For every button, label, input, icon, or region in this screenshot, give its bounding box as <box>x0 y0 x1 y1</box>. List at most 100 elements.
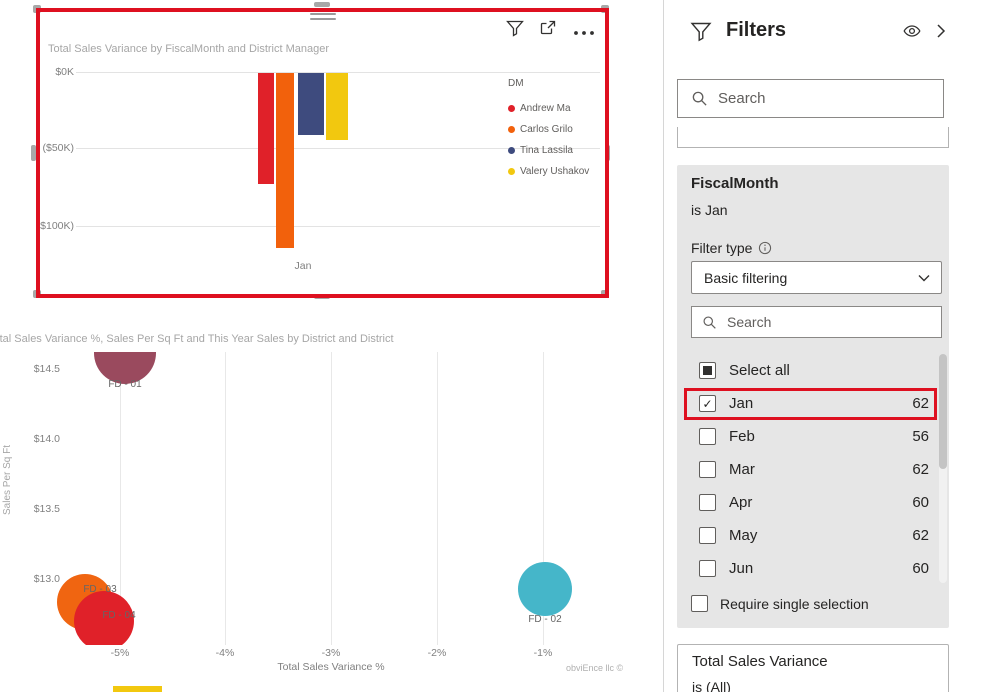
option-count: 60 <box>912 560 929 577</box>
option-label: Jun <box>729 560 754 577</box>
filter-option-list: Select all ✓ Jan 62 Feb 56 Mar 62 Apr 60 May 62 Jun 6… <box>691 354 935 583</box>
y-axis-tick: $0K <box>55 66 74 78</box>
selection-handle[interactable] <box>314 2 330 7</box>
filters-funnel-icon <box>689 19 713 48</box>
legend-label: Valery Ushakov <box>520 166 590 177</box>
option-label: Feb <box>729 428 755 445</box>
option-label: Select all <box>729 362 790 379</box>
require-single-selection-row[interactable]: Require single selection <box>691 595 869 612</box>
selection-handle[interactable] <box>601 5 609 13</box>
bubble-label: FD - 01 <box>108 379 142 390</box>
filter-type-dropdown[interactable]: Basic filtering <box>691 261 942 294</box>
search-icon <box>692 91 707 106</box>
bar-tina-lassila[interactable] <box>298 73 324 135</box>
filters-search-box <box>677 79 944 118</box>
chevron-down-icon <box>918 274 930 281</box>
y-axis-tick: ($100K) <box>36 220 74 232</box>
apr-checkbox[interactable] <box>699 494 716 511</box>
gridline <box>76 72 600 73</box>
chart-legend: DM Andrew Ma Carlos Grilo Tina Lassila Vale… <box>508 78 604 182</box>
visual-filter-icon[interactable] <box>505 18 525 43</box>
gridline <box>437 352 438 645</box>
bubble-fd-04[interactable] <box>74 591 134 645</box>
legend-item-andrew-ma[interactable]: Andrew Ma <box>508 98 604 119</box>
option-count: 62 <box>912 395 929 412</box>
gridline <box>331 352 332 645</box>
x-axis-tick: -4% <box>215 647 235 659</box>
filter-values-search-input[interactable] <box>717 314 941 330</box>
bar-group <box>40 73 607 273</box>
pane-title: Filters <box>726 19 787 41</box>
filter-applied-text: is (All) <box>692 679 731 692</box>
jun-checkbox[interactable] <box>699 560 716 577</box>
bar-andrew-ma[interactable] <box>258 73 274 184</box>
require-single-selection-checkbox[interactable] <box>691 595 708 612</box>
mar-checkbox[interactable] <box>699 461 716 478</box>
may-checkbox[interactable] <box>699 527 716 544</box>
legend-label: Tina Lassila <box>520 145 573 156</box>
more-options-icon[interactable] <box>572 24 596 42</box>
drag-handle[interactable] <box>310 13 336 15</box>
filter-option-feb[interactable]: Feb 56 <box>691 420 935 453</box>
bubble-label: FD - 03 <box>83 584 117 595</box>
filter-option-apr[interactable]: Apr 60 <box>691 486 935 519</box>
select-all-checkbox[interactable] <box>699 362 716 379</box>
feb-checkbox[interactable] <box>699 428 716 445</box>
selection-handle[interactable] <box>31 145 36 161</box>
bubble-label: FD - 04 <box>102 610 136 621</box>
option-label: Apr <box>729 494 753 511</box>
selection-handle[interactable] <box>605 145 610 161</box>
filter-card-title[interactable]: FiscalMonth <box>691 175 779 192</box>
chart-title: Total Sales Variance by FiscalMonth and … <box>48 43 330 55</box>
legend-item-tina-lassila[interactable]: Tina Lassila <box>508 140 604 161</box>
column-chart-visual[interactable]: Total Sales Variance by FiscalMonth and … <box>37 12 607 296</box>
legend-swatch <box>508 126 515 133</box>
info-icon[interactable] <box>758 241 772 255</box>
indeterminate-mark <box>703 366 712 375</box>
eye-icon[interactable] <box>902 22 922 45</box>
legend-title: DM <box>508 78 524 89</box>
chart-title: Total Sales Variance %, Sales Per Sq Ft … <box>0 333 394 345</box>
filter-type-row: Filter type <box>691 240 772 256</box>
scrolled-card-partial[interactable] <box>677 127 949 148</box>
option-label: Mar <box>729 461 755 478</box>
collapse-pane-icon[interactable] <box>932 21 950 46</box>
selection-handle[interactable] <box>314 294 330 299</box>
legend-item-valery-ushakov[interactable]: Valery Ushakov <box>508 161 604 182</box>
bar-valery-ushakov[interactable] <box>326 73 348 140</box>
dropdown-selected-value: Basic filtering <box>704 269 788 286</box>
bubble-fd-02[interactable] <box>518 562 572 616</box>
filters-search-input[interactable] <box>708 90 943 107</box>
bar-carlos-grilo[interactable] <box>276 73 294 248</box>
selection-handle[interactable] <box>33 290 41 298</box>
option-count: 62 <box>912 461 929 478</box>
scrollbar-thumb[interactable] <box>939 354 947 469</box>
filter-card-title[interactable]: Total Sales Variance <box>692 653 828 670</box>
report-canvas: Total Sales Variance by FiscalMonth and … <box>0 2 663 692</box>
selection-handle[interactable] <box>601 290 609 298</box>
gridline <box>120 352 121 645</box>
gridline <box>76 148 600 149</box>
filter-option-select-all[interactable]: Select all <box>691 354 935 387</box>
filters-pane: Filters FiscalMonth is Jan Filter type B… <box>663 0 1005 692</box>
filter-option-jan[interactable]: ✓ Jan 62 <box>691 387 935 420</box>
drag-handle[interactable] <box>310 18 336 20</box>
require-single-selection-label: Require single selection <box>720 595 869 612</box>
filter-option-mar[interactable]: Mar 62 <box>691 453 935 486</box>
x-axis-tick: -3% <box>321 647 341 659</box>
jan-checkbox[interactable]: ✓ <box>699 395 716 412</box>
option-count: 60 <box>912 494 929 511</box>
filter-option-jun[interactable]: Jun 60 <box>691 552 935 583</box>
gridline <box>543 352 544 645</box>
total-sales-variance-filter-card[interactable]: Total Sales Variance is (All) <box>677 644 949 692</box>
legend-item-carlos-grilo[interactable]: Carlos Grilo <box>508 119 604 140</box>
search-icon <box>703 316 716 329</box>
gridline <box>76 226 600 227</box>
filter-option-may[interactable]: May 62 <box>691 519 935 552</box>
y-axis-tick: $14.0 <box>33 433 60 445</box>
selection-handle[interactable] <box>33 5 41 13</box>
filter-values-search-box <box>691 306 942 338</box>
list-scrollbar[interactable] <box>939 354 947 583</box>
scatter-chart-visual[interactable]: Total Sales Variance %, Sales Per Sq Ft … <box>0 325 663 692</box>
focus-mode-icon[interactable] <box>538 18 558 43</box>
